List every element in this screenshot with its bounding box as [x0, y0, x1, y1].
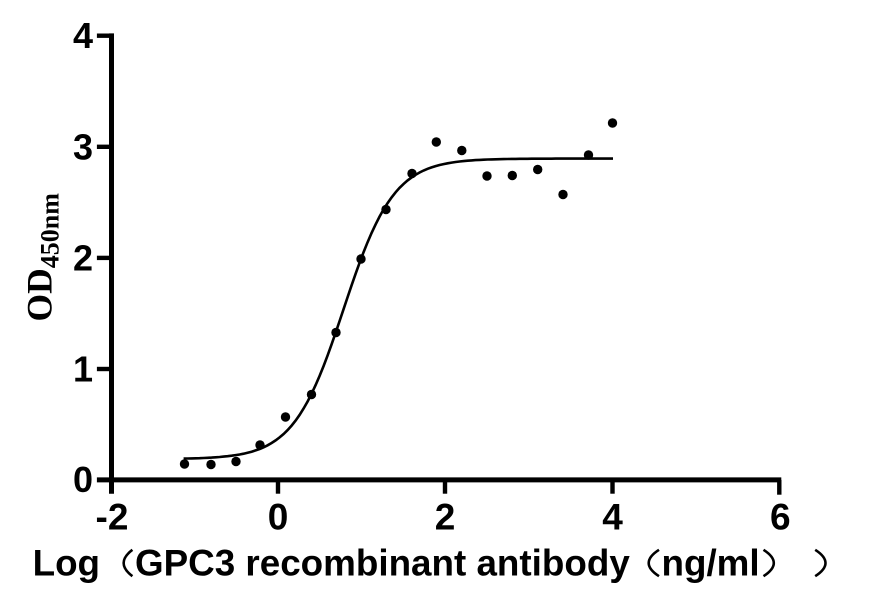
svg-text:-2: -2 [96, 497, 129, 538]
svg-text:ng/ml: ng/ml [662, 543, 760, 584]
svg-text:Log: Log [33, 543, 100, 584]
svg-text:3: 3 [73, 126, 93, 167]
svg-text:4: 4 [602, 497, 623, 538]
svg-text:4: 4 [73, 15, 93, 56]
svg-text:1: 1 [73, 349, 93, 390]
svg-text:2: 2 [73, 237, 93, 278]
svg-text:6: 6 [770, 497, 791, 538]
svg-text:0: 0 [73, 459, 93, 500]
svg-text:GPC3 recombinant antibody: GPC3 recombinant antibody [135, 543, 630, 584]
svg-text:0: 0 [268, 497, 289, 538]
svg-text:2: 2 [435, 497, 456, 538]
